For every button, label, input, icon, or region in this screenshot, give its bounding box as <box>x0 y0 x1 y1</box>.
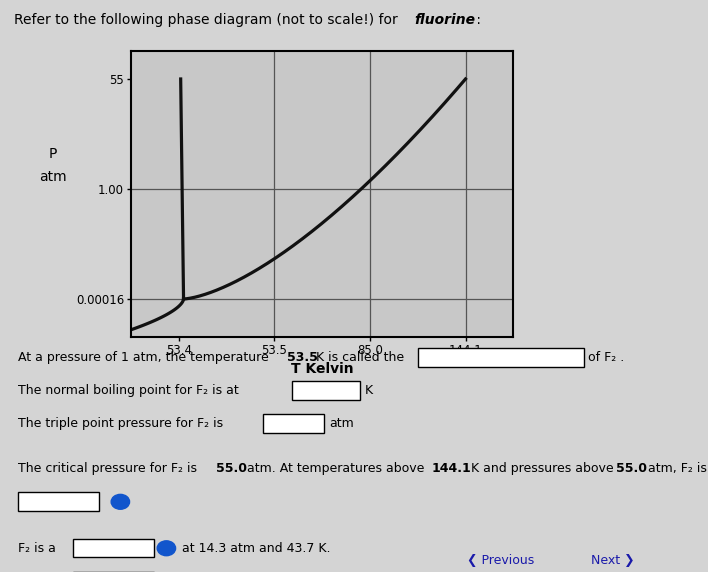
Text: The triple point pressure for F₂ is: The triple point pressure for F₂ is <box>18 418 223 430</box>
Text: The normal boiling point for F₂ is at: The normal boiling point for F₂ is at <box>18 384 239 397</box>
Text: K: K <box>365 384 372 397</box>
Text: at 14.3 atm and 43.7 K.: at 14.3 atm and 43.7 K. <box>182 542 331 555</box>
Text: 55.0: 55.0 <box>616 462 647 475</box>
Text: P: P <box>49 148 57 161</box>
Text: At a pressure of 1 atm, the temperature: At a pressure of 1 atm, the temperature <box>18 351 273 364</box>
Text: Next ❯: Next ❯ <box>591 554 635 567</box>
Text: fluorine: fluorine <box>414 13 475 27</box>
Text: ❮ Previous: ❮ Previous <box>467 554 535 567</box>
Text: atm. At temperatures above: atm. At temperatures above <box>243 462 428 475</box>
Text: atm: atm <box>329 418 354 430</box>
Text: 55.0: 55.0 <box>216 462 247 475</box>
Text: F₂ is a: F₂ is a <box>18 542 55 555</box>
Text: 144.1: 144.1 <box>431 462 471 475</box>
Text: K is called the: K is called the <box>312 351 404 364</box>
X-axis label: T Kelvin: T Kelvin <box>291 362 353 376</box>
Text: atm: atm <box>39 170 67 184</box>
Text: 53.5: 53.5 <box>287 351 318 364</box>
Text: Refer to the following phase diagram (not to scale!) for: Refer to the following phase diagram (no… <box>14 13 402 27</box>
Text: :: : <box>472 13 481 27</box>
Text: K and pressures above: K and pressures above <box>467 462 617 475</box>
Text: atm, F₂ is a: atm, F₂ is a <box>644 462 708 475</box>
Text: of F₂ .: of F₂ . <box>588 351 624 364</box>
Text: The critical pressure for F₂ is: The critical pressure for F₂ is <box>18 462 200 475</box>
